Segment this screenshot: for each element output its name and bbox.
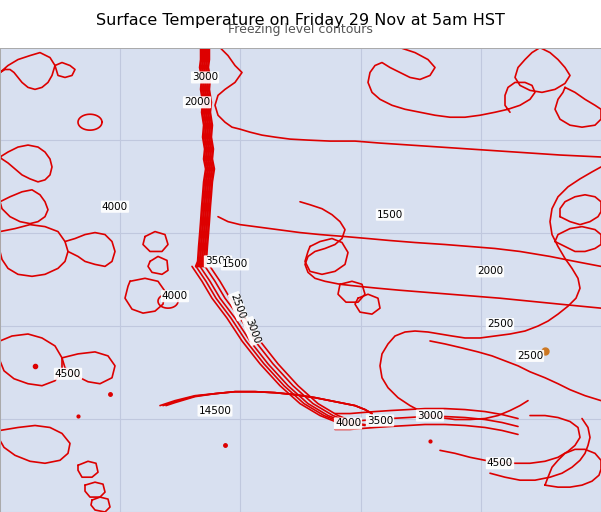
Text: Surface Temperature on Friday 29 Nov at 5am HST: Surface Temperature on Friday 29 Nov at … bbox=[96, 13, 505, 28]
Text: 2500: 2500 bbox=[517, 351, 543, 361]
Text: 3500: 3500 bbox=[205, 257, 231, 266]
Text: 4000: 4000 bbox=[162, 291, 188, 301]
Text: 14500: 14500 bbox=[198, 406, 231, 416]
Text: 2500: 2500 bbox=[229, 292, 247, 320]
Text: Freezing level contours: Freezing level contours bbox=[228, 23, 373, 36]
Text: 3000: 3000 bbox=[192, 72, 218, 82]
Text: 4000: 4000 bbox=[102, 202, 128, 212]
Text: 4500: 4500 bbox=[55, 369, 81, 379]
Text: 3000: 3000 bbox=[243, 317, 261, 345]
Text: 2500: 2500 bbox=[487, 319, 513, 329]
Text: 3500: 3500 bbox=[367, 416, 393, 425]
Text: 1500: 1500 bbox=[222, 260, 248, 269]
Text: 4500: 4500 bbox=[487, 458, 513, 468]
Text: 2000: 2000 bbox=[184, 97, 210, 108]
Text: 1500: 1500 bbox=[377, 210, 403, 220]
Text: 3000: 3000 bbox=[417, 411, 443, 420]
Text: 4000: 4000 bbox=[335, 418, 361, 429]
Text: 2000: 2000 bbox=[477, 266, 503, 276]
